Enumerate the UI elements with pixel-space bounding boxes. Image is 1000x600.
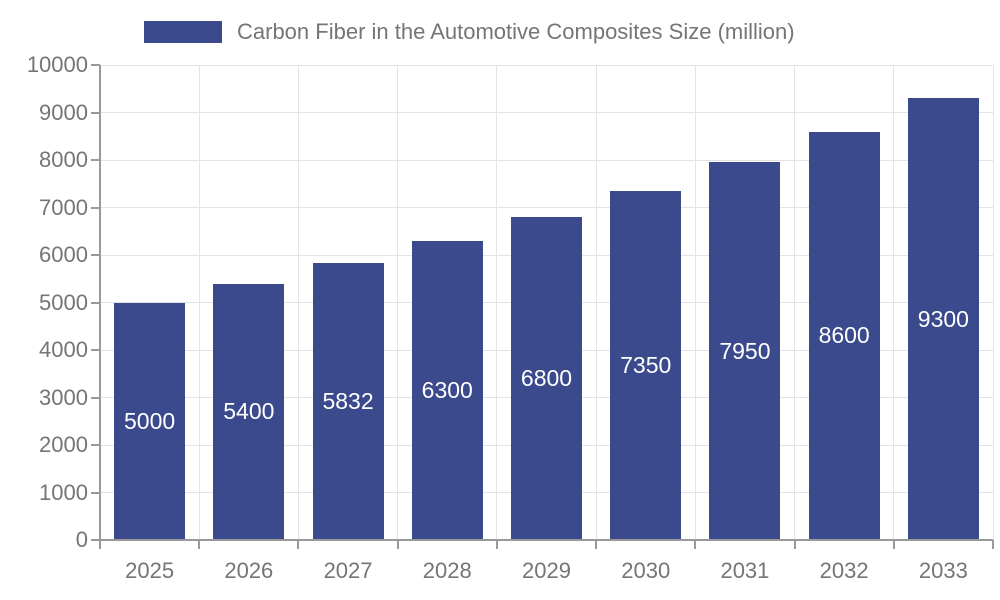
x-axis-tick [297,540,300,549]
bar: 7350 [610,190,682,540]
grid-line-vertical [893,65,895,540]
x-tick-label: 2026 [224,558,274,583]
bar: 5000 [114,302,186,540]
legend-swatch [144,21,222,43]
grid-line-horizontal [100,159,993,161]
grid-line-horizontal [100,112,993,113]
y-tick-label: 6000 [39,242,88,267]
y-tick-label: 9000 [39,99,88,125]
bar: 5400 [213,283,285,540]
y-axis-tick [91,206,100,209]
y-axis-tick [91,349,100,351]
bar-value-label: 5400 [223,398,275,425]
bar-value-label: 8600 [818,322,870,349]
bar-value-label: 6800 [520,365,573,391]
x-tick-label: 2033 [918,558,968,583]
y-tick-label: 10000 [26,52,88,77]
bar: 7950 [709,162,781,540]
x-tick-label: 2031 [720,558,770,583]
bar: 6300 [411,240,483,540]
y-axis-tick [91,111,100,114]
y-tick-label: 5000 [39,289,88,315]
bar-value-label: 6300 [421,376,473,403]
x-axis-tick [396,540,399,549]
x-axis-tick [992,540,994,549]
grid-line-vertical [297,65,299,540]
y-axis-tick [91,396,100,399]
y-tick-label: 2000 [39,432,88,457]
y-tick-label: 4000 [39,337,88,362]
bar-value-label: 7350 [620,351,672,378]
x-tick-label: 2028 [422,558,472,583]
bar-value-label: 5832 [322,387,374,414]
grid-line-vertical [992,65,994,540]
legend-label: Carbon Fiber in the Automotive Composite… [237,19,795,44]
bar-value-label: 7950 [719,337,771,364]
x-axis-line [91,539,993,541]
grid-line-vertical [496,65,498,540]
grid-line-vertical [198,65,200,540]
x-tick-label: 2032 [819,558,869,583]
x-tick-label: 2027 [323,558,373,583]
grid-line-vertical [694,65,696,540]
x-axis-tick [198,540,201,549]
bar-value-label: 9300 [917,305,969,332]
x-tick-label: 2025 [125,558,175,583]
grid-line-horizontal [100,207,993,208]
y-tick-label: 1000 [39,479,88,505]
x-tick-label: 2029 [522,558,571,583]
legend-item[interactable]: Carbon Fiber in the Automotive Composite… [144,19,795,44]
y-axis-tick [91,254,100,256]
grid-line-vertical [595,65,597,540]
y-axis-tick [91,64,100,66]
bar: 9300 [907,98,979,540]
bar: 5832 [312,262,384,540]
y-tick-label: 7000 [39,194,88,220]
y-axis-tick [91,159,100,161]
bar: 8600 [808,131,880,540]
x-axis-tick [892,540,895,549]
bar: 6800 [511,217,582,540]
grid-line-vertical [794,65,796,540]
y-tick-label: 3000 [39,384,88,410]
y-axis-line [99,65,101,549]
x-axis-tick [793,540,796,549]
y-tick-label: 8000 [39,147,88,172]
grid-line-horizontal [100,64,993,66]
y-tick-label: 0 [75,527,88,552]
x-axis-tick [595,540,598,549]
y-axis-tick [91,444,100,446]
x-axis-tick [495,540,498,549]
grid-line-vertical [397,65,399,540]
bar-value-label: 5000 [124,407,176,434]
y-axis-tick [91,301,100,304]
x-axis-tick [694,540,697,549]
x-tick-label: 2030 [621,558,671,583]
y-axis-tick [91,491,100,494]
